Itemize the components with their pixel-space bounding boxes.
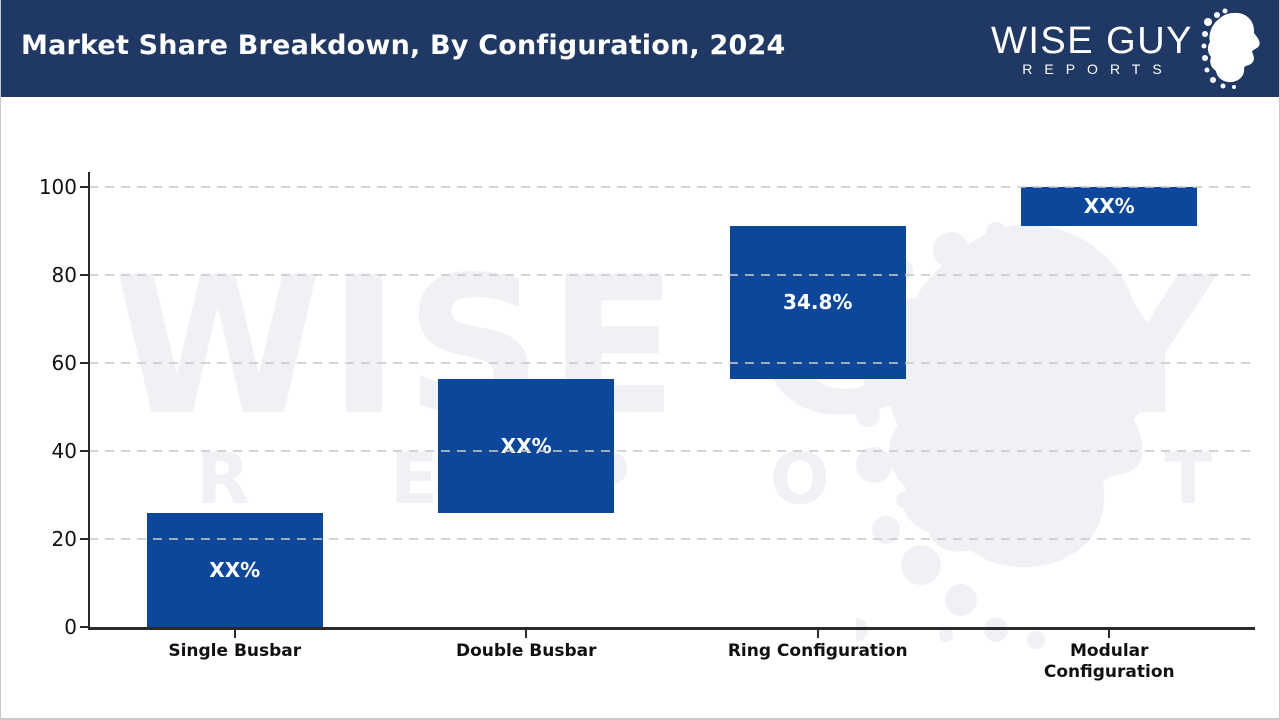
y-tick-label-0: 0 (64, 615, 77, 639)
y-tick-mark (80, 626, 89, 628)
logo-subtext: REPORTS (1022, 61, 1174, 77)
y-tick-mark (80, 274, 89, 276)
y-tick-label-100: 100 (38, 175, 77, 199)
y-tick-label-80: 80 (51, 263, 77, 287)
x-tick-label-double-busbar: Double Busbar (455, 641, 597, 661)
wise-guy-logo: WISE GUY REPORTS (991, 8, 1265, 90)
x-tick-mark (1108, 630, 1111, 638)
y-tick-label-40: 40 (51, 439, 77, 463)
bar-single-busbar: XX% (146, 512, 323, 627)
gridline-20 (89, 538, 1255, 540)
y-tick-label-60: 60 (51, 351, 77, 375)
header-bar: Market Share Breakdown, By Configuration… (1, 0, 1279, 97)
y-tick-mark (80, 538, 89, 540)
gridline-80 (89, 274, 1255, 276)
logo-wordmark: WISE GUY REPORTS (991, 21, 1193, 77)
bar-ring-configuration: 34.8% (729, 225, 906, 379)
y-tick-mark (80, 362, 89, 364)
gridline-40 (89, 450, 1255, 452)
gridline-60 (89, 362, 1255, 364)
bar-value-label: 34.8% (783, 290, 853, 315)
x-tick-label-ring-configuration: Ring Configuration (727, 641, 908, 661)
bar-double-busbar: XX% (438, 378, 615, 513)
logo-head-icon (1201, 8, 1260, 89)
x-tick-mark (816, 630, 819, 638)
y-tick-mark (80, 186, 89, 188)
x-tick-mark (233, 630, 236, 638)
x-tick-mark (525, 630, 528, 638)
bar-value-label: XX% (1083, 194, 1135, 219)
bar-value-label: XX% (500, 433, 552, 458)
bar-modular-configuration: XX% (1021, 187, 1198, 226)
x-tick-label-single-busbar: Single Busbar (168, 641, 302, 661)
y-tick-label-20: 20 (51, 527, 77, 551)
y-axis-line (88, 172, 90, 630)
bar-value-label: XX% (209, 557, 261, 582)
x-tick-label-modular-configuration: Modular Configuration (1043, 641, 1175, 682)
chart-title: Market Share Breakdown, By Configuration… (21, 30, 786, 61)
x-axis-line (88, 627, 1255, 630)
logo-wordmark-text: WISE GUY (990, 20, 1193, 62)
gridline-100 (89, 186, 1255, 188)
y-tick-mark (80, 450, 89, 452)
plot-area: XX% XX% 34.8% XX% (89, 186, 1255, 627)
